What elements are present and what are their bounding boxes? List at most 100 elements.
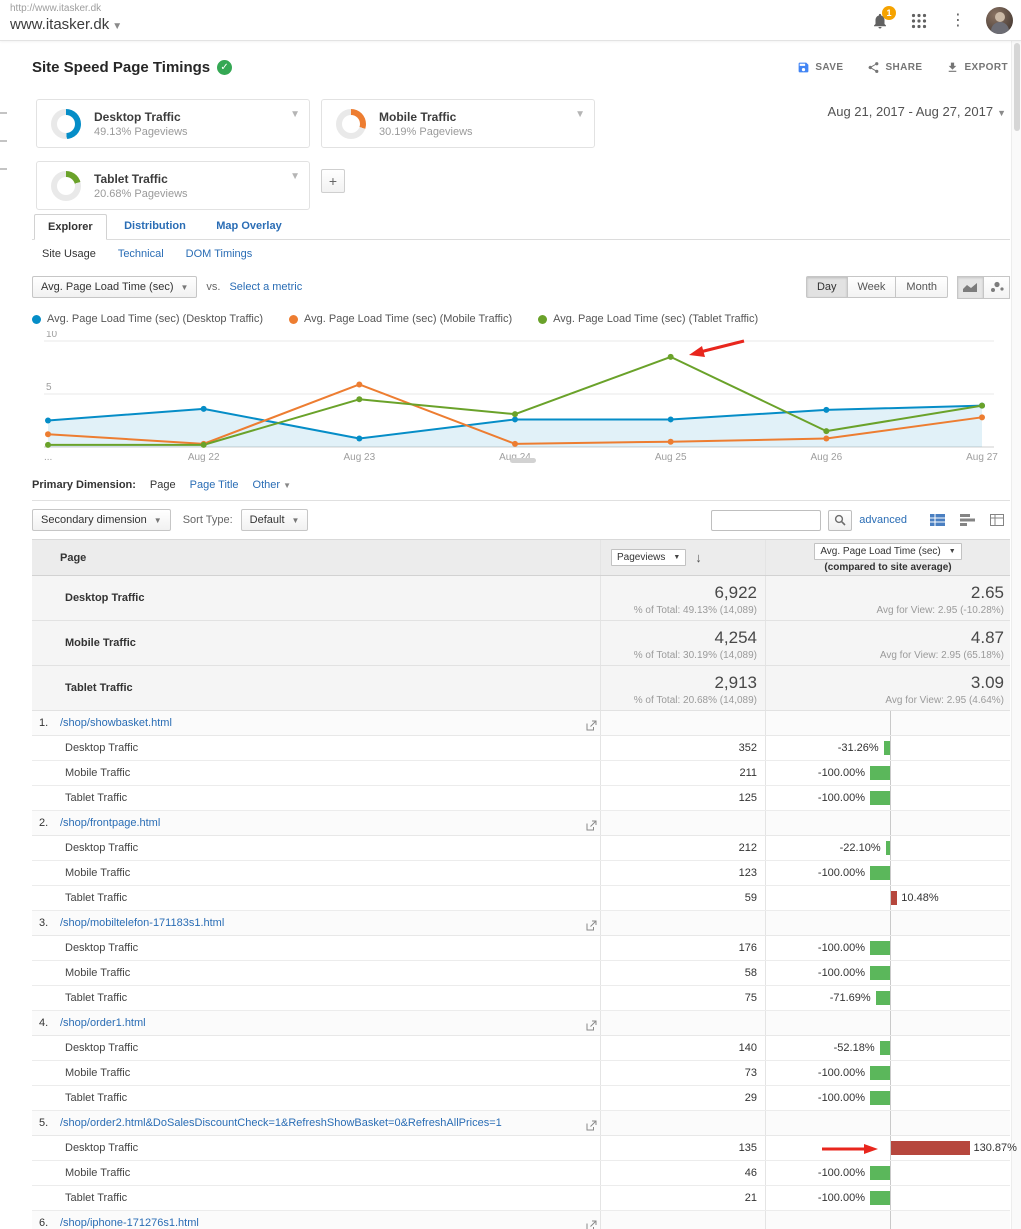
- page-link[interactable]: /shop/showbasket.html: [60, 717, 172, 729]
- summary-pageviews-subtext: % of Total: 49.13% (14,089): [633, 605, 757, 616]
- pageviews-value: 123: [600, 861, 765, 885]
- segment-label: Desktop Traffic: [65, 842, 139, 854]
- granularity-month-button[interactable]: Month: [895, 276, 948, 298]
- timeline-scrubber[interactable]: [510, 458, 536, 463]
- export-button[interactable]: EXPORT: [946, 61, 1008, 74]
- table-row-segment: Desktop Traffic 176 -100.00%: [32, 936, 1010, 961]
- summary-pageviews-cell: 2,913 % of Total: 20.68% (14,089): [600, 666, 765, 710]
- row-index: 3.: [39, 917, 49, 929]
- legend-label: Avg. Page Load Time (sec) (Tablet Traffi…: [553, 313, 759, 325]
- top-bar: http://www.itasker.dk www.itasker.dk ▼ 1 …: [0, 0, 1021, 41]
- add-segment-button[interactable]: +: [321, 169, 345, 193]
- motion-chart-view-button[interactable]: [983, 275, 1010, 299]
- granularity-week-button[interactable]: Week: [846, 276, 897, 298]
- delta-bar: [870, 1166, 890, 1180]
- pageviews-value: 212: [600, 836, 765, 860]
- metric-dropdown[interactable]: Avg. Page Load Time (sec) ▼: [32, 276, 198, 298]
- delta-bar: [870, 866, 890, 880]
- apps-grid-icon[interactable]: [908, 10, 930, 32]
- pageviews-cell: [600, 1111, 765, 1135]
- open-in-new-icon[interactable]: [586, 1018, 597, 1036]
- browser-url: http://www.itasker.dk: [10, 3, 102, 14]
- segment-card-tablet[interactable]: Tablet Traffic 20.68% Pageviews ▼: [36, 161, 310, 210]
- bar-axis: [890, 1136, 891, 1160]
- svg-text:Aug 24: Aug 24: [499, 452, 531, 463]
- delta-value: -100.00%: [817, 792, 865, 804]
- open-in-new-icon[interactable]: [586, 1218, 597, 1229]
- pageviews-column-dropdown[interactable]: Pageviews ▼: [611, 549, 687, 566]
- delta-value: 10.48%: [901, 892, 939, 904]
- legend-label: Avg. Page Load Time (sec) (Desktop Traff…: [47, 313, 264, 325]
- open-in-new-icon[interactable]: [586, 718, 597, 736]
- summary-segment-label: Tablet Traffic: [65, 682, 133, 694]
- subtab-technical[interactable]: Technical: [117, 248, 164, 260]
- page-link[interactable]: /shop/order2.html&DoSalesDiscountCheck=1…: [60, 1117, 502, 1129]
- comparison-view-button[interactable]: [954, 510, 980, 530]
- dimension-other-dropdown[interactable]: Other ▼: [253, 479, 292, 491]
- delta-value: -22.10%: [839, 842, 881, 854]
- metric-cell: [765, 1211, 1010, 1229]
- segment-label: Desktop Traffic: [65, 1142, 139, 1154]
- chart-legend: Avg. Page Load Time (sec) (Desktop Traff…: [32, 313, 1010, 325]
- table-row-segment: Mobile Traffic 46 -100.00%: [32, 1161, 1010, 1186]
- secondary-dimension-dropdown[interactable]: Secondary dimension ▼: [32, 509, 171, 531]
- sort-descending-icon[interactable]: ↓: [695, 550, 702, 565]
- page-link[interactable]: /shop/mobiltelefon-171183s1.html: [60, 917, 225, 929]
- avatar[interactable]: [986, 7, 1013, 34]
- open-in-new-icon[interactable]: [586, 918, 597, 936]
- pageviews-value: 211: [600, 761, 765, 785]
- bar-axis: [890, 886, 891, 910]
- page-link[interactable]: /shop/frontpage.html: [60, 817, 161, 829]
- account-selector[interactable]: www.itasker.dk ▼: [10, 16, 122, 33]
- metric-cell: -100.00%: [765, 761, 1010, 785]
- open-in-new-icon[interactable]: [586, 1118, 597, 1136]
- tab-distribution[interactable]: Distribution: [124, 220, 186, 232]
- motion-chart-icon: [990, 281, 1004, 292]
- pageviews-value: 29: [600, 1086, 765, 1110]
- table-search-input[interactable]: [711, 509, 822, 531]
- sort-type-dropdown[interactable]: Default ▼: [240, 509, 309, 531]
- line-chart-view-button[interactable]: [957, 275, 984, 299]
- delta-bar: [870, 1091, 890, 1105]
- timeline-chart[interactable]: 5 10... Aug 22 Aug 23 Aug 24 Aug 25 Aug 26 Aug …: [44, 329, 1006, 467]
- advanced-link[interactable]: advanced: [859, 514, 907, 526]
- scrollbar-thumb[interactable]: [1013, 43, 1020, 131]
- page-link[interactable]: /shop/order1.html: [60, 1017, 146, 1029]
- chevron-down-icon[interactable]: ▼: [290, 109, 300, 120]
- save-button[interactable]: SAVE: [797, 61, 843, 74]
- svg-text:10: 10: [46, 331, 58, 340]
- segment-card-desktop[interactable]: Desktop Traffic 49.13% Pageviews ▼: [36, 99, 310, 148]
- segment-label: Tablet Traffic: [65, 1192, 128, 1204]
- tab-map-overlay[interactable]: Map Overlay: [216, 220, 282, 232]
- dimension-page-title[interactable]: Page Title: [189, 479, 239, 491]
- open-in-new-icon[interactable]: [586, 818, 597, 836]
- segment-card-mobile[interactable]: Mobile Traffic 30.19% Pageviews ▼: [321, 99, 595, 148]
- metric-column-dropdown[interactable]: Avg. Page Load Time (sec) ▼: [814, 542, 962, 560]
- dimension-page[interactable]: Page: [149, 479, 176, 491]
- chevron-down-icon[interactable]: ▼: [290, 171, 300, 182]
- pivot-view-button[interactable]: [984, 510, 1010, 530]
- table-row-page: 1. /shop/showbasket.html: [32, 711, 1010, 736]
- more-options-icon[interactable]: ⋮: [947, 10, 969, 32]
- delta-bar: [870, 941, 890, 955]
- chevron-down-icon[interactable]: ▼: [575, 109, 585, 120]
- page-link[interactable]: /shop/iphone-171276s1.html: [60, 1217, 199, 1229]
- subtab-site-usage[interactable]: Site Usage: [42, 248, 96, 260]
- table-view-button[interactable]: [924, 510, 950, 530]
- date-range-selector[interactable]: Aug 21, 2017 - Aug 27, 2017 ▼: [828, 104, 1006, 119]
- share-button[interactable]: SHARE: [867, 61, 922, 74]
- segment-name: Mobile Traffic: [379, 109, 457, 124]
- pageviews-column-label: Pageviews: [617, 552, 666, 563]
- table-search-button[interactable]: [828, 509, 853, 531]
- page-cell: 6. /shop/iphone-171276s1.html: [32, 1211, 600, 1229]
- bar-axis: [890, 861, 891, 885]
- notifications-bell-icon[interactable]: 1: [869, 5, 896, 32]
- segment-label: Tablet Traffic: [65, 992, 128, 1004]
- pageviews-value: 58: [600, 961, 765, 985]
- column-header-page[interactable]: Page: [60, 551, 87, 564]
- tab-explorer[interactable]: Explorer: [34, 214, 107, 240]
- subtab-dom-timings[interactable]: DOM Timings: [185, 248, 253, 260]
- select-metric-link[interactable]: Select a metric: [229, 281, 303, 293]
- granularity-day-button[interactable]: Day: [805, 276, 848, 298]
- summary-row: Mobile Traffic 4,254 % of Total: 30.19% (1…: [32, 621, 1010, 666]
